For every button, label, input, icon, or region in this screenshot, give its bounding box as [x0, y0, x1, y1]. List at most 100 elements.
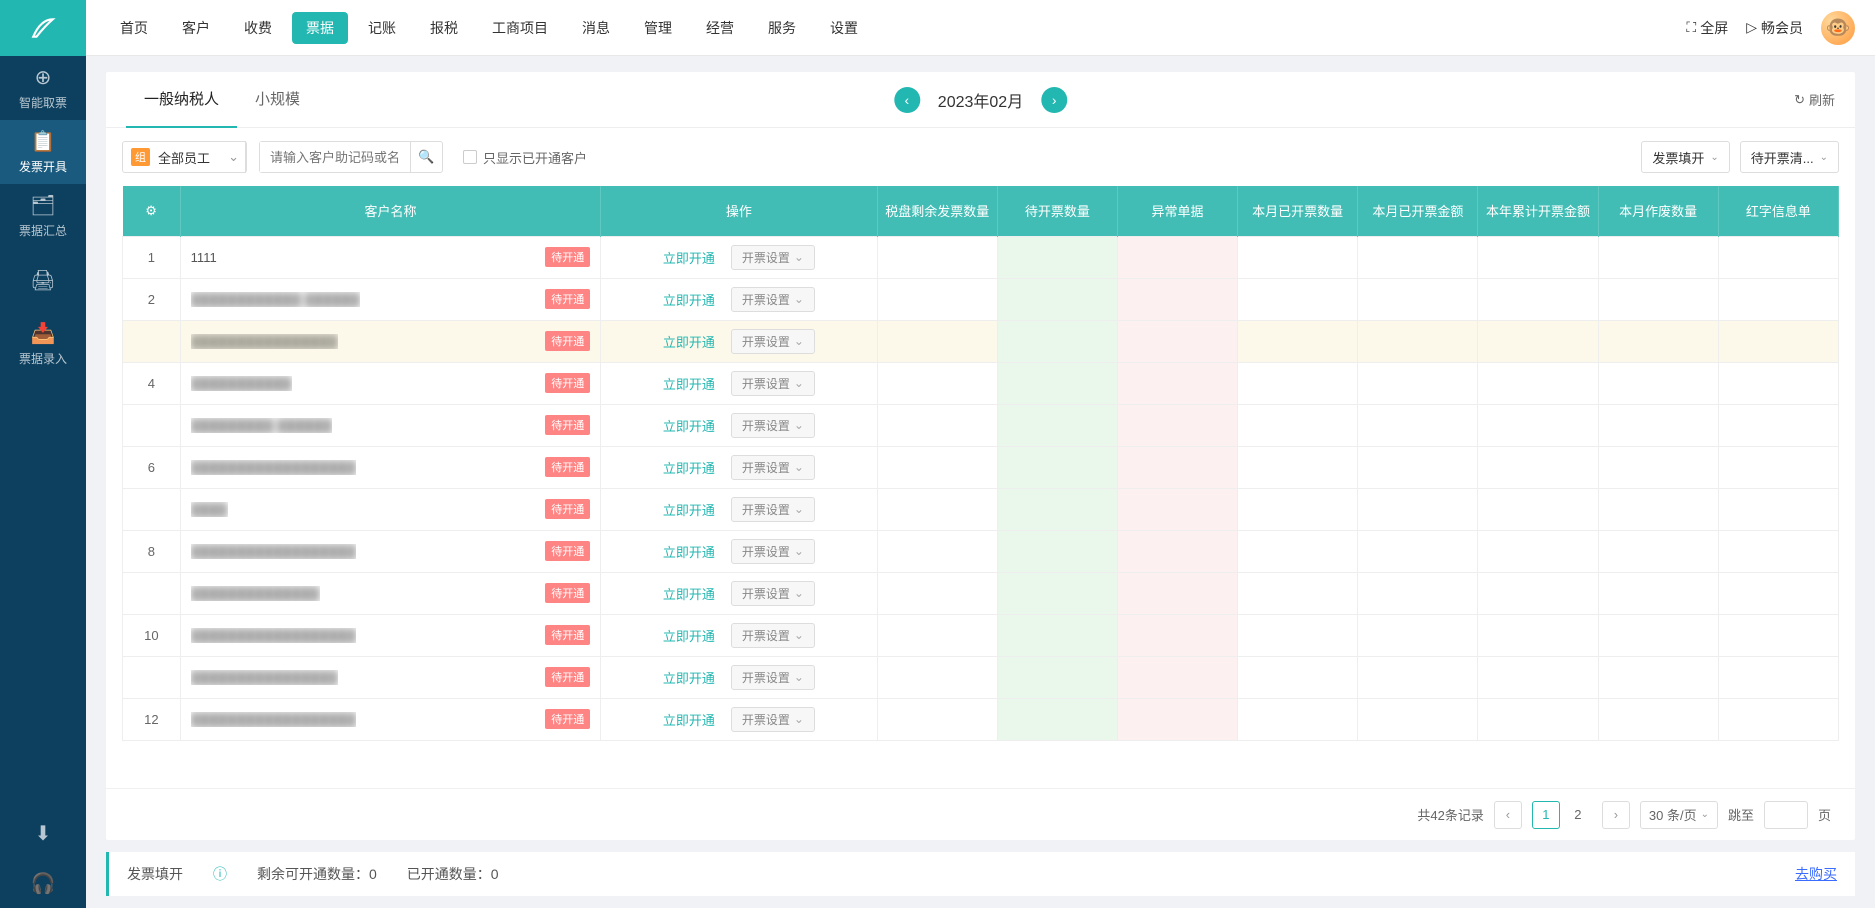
nav-item-5[interactable]: 报税	[416, 12, 472, 44]
data-cell	[1598, 656, 1718, 698]
data-cell	[1718, 614, 1838, 656]
page-jump-input[interactable]	[1764, 801, 1808, 829]
nav-item-9[interactable]: 经营	[692, 12, 748, 44]
nav-item-8[interactable]: 管理	[630, 12, 686, 44]
open-now-link[interactable]: 立即开通	[663, 584, 715, 603]
tab-0[interactable]: 一般纳税人	[126, 72, 237, 128]
cell-customer-name: ██████████████████待开通	[180, 614, 601, 656]
status-badge: 待开通	[545, 583, 590, 603]
data-cell	[997, 572, 1117, 614]
sidebar-item-2[interactable]: 🗂票据汇总	[0, 184, 86, 248]
invoice-settings-button[interactable]: 开票设置⌄	[731, 707, 815, 732]
fullscreen-button[interactable]: ⛶ 全屏	[1686, 18, 1728, 38]
employee-select[interactable]: 组 全部员工 ⌄	[122, 141, 247, 173]
page-size-label: 30 条/页	[1649, 805, 1697, 824]
pending-list-dropdown[interactable]: 待开票清... ⌄	[1740, 141, 1839, 173]
table-row[interactable]: ████████████████待开通立即开通开票设置⌄	[123, 656, 1839, 698]
data-cell	[1358, 488, 1478, 530]
table-row[interactable]: ████████████████待开通立即开通开票设置⌄	[123, 320, 1839, 362]
invoice-settings-label: 开票设置	[742, 669, 790, 686]
data-cell	[997, 488, 1117, 530]
open-now-link[interactable]: 立即开通	[663, 710, 715, 729]
sidebar-item-4[interactable]: 📥票据录入	[0, 312, 86, 376]
sidebar-item-0[interactable]: ⊕智能取票	[0, 56, 86, 120]
table-row[interactable]: █████████ ██████待开通立即开通开票设置⌄	[123, 404, 1839, 446]
open-now-link[interactable]: 立即开通	[663, 290, 715, 309]
table-row[interactable]: 2████████████ ██████待开通立即开通开票设置⌄	[123, 278, 1839, 320]
table-row[interactable]: 10██████████████████待开通立即开通开票设置⌄	[123, 614, 1839, 656]
nav-item-7[interactable]: 消息	[568, 12, 624, 44]
invoice-settings-button[interactable]: 开票设置⌄	[731, 539, 815, 564]
nav-item-11[interactable]: 设置	[816, 12, 872, 44]
open-now-link[interactable]: 立即开通	[663, 668, 715, 687]
table-row[interactable]: 8██████████████████待开通立即开通开票设置⌄	[123, 530, 1839, 572]
member-button[interactable]: ▷ 畅会员	[1746, 18, 1803, 38]
data-cell	[1358, 656, 1478, 698]
page-size-select[interactable]: 30 条/页 ⌄	[1640, 801, 1718, 829]
customer-table: ⚙ 客户名称 操作 税盘剩余发票数量 待开票数量 异常单据 本月已开票数量 本月…	[122, 186, 1839, 741]
open-now-link[interactable]: 立即开通	[663, 458, 715, 477]
member-label: 畅会员	[1761, 18, 1803, 38]
cell-operations: 立即开通开票设置⌄	[601, 446, 877, 488]
column-settings-button[interactable]: ⚙	[123, 186, 181, 236]
nav-item-2[interactable]: 收费	[230, 12, 286, 44]
nav-item-3[interactable]: 票据	[292, 12, 348, 44]
invoice-settings-button[interactable]: 开票设置⌄	[731, 413, 815, 438]
invoice-fill-dropdown[interactable]: 发票填开 ⌄	[1641, 141, 1729, 173]
sidebar-download-button[interactable]: ⬇	[0, 808, 86, 858]
invoice-settings-button[interactable]: 开票设置⌄	[731, 329, 815, 354]
show-enabled-checkbox[interactable]: 只显示已开通客户	[463, 148, 587, 167]
nav-item-10[interactable]: 服务	[754, 12, 810, 44]
nav-item-0[interactable]: 首页	[106, 12, 162, 44]
nav-item-4[interactable]: 记账	[354, 12, 410, 44]
avatar[interactable]: 🐵	[1821, 11, 1855, 45]
table-row[interactable]: 6██████████████████待开通立即开通开票设置⌄	[123, 446, 1839, 488]
open-now-link[interactable]: 立即开通	[663, 416, 715, 435]
date-prev-button[interactable]: ‹	[894, 87, 920, 113]
page-prev-button[interactable]: ‹	[1494, 801, 1522, 829]
open-now-link[interactable]: 立即开通	[663, 542, 715, 561]
invoice-settings-button[interactable]: 开票设置⌄	[731, 623, 815, 648]
invoice-settings-button[interactable]: 开票设置⌄	[731, 497, 815, 522]
invoice-settings-button[interactable]: 开票设置⌄	[731, 581, 815, 606]
sidebar-item-3[interactable]: 🖨	[0, 248, 86, 312]
table-row[interactable]: ██████████████待开通立即开通开票设置⌄	[123, 572, 1839, 614]
invoice-settings-button[interactable]: 开票设置⌄	[731, 245, 815, 270]
data-cell	[1598, 320, 1718, 362]
nav-item-6[interactable]: 工商项目	[478, 12, 562, 44]
customer-name-text: ██████████████████	[191, 544, 357, 559]
sidebar-item-1[interactable]: 📋发票开具	[0, 120, 86, 184]
invoice-settings-button[interactable]: 开票设置⌄	[731, 665, 815, 690]
sidebar-support-button[interactable]: 🎧	[0, 858, 86, 908]
open-now-link[interactable]: 立即开通	[663, 500, 715, 519]
table-body: 11111待开通立即开通开票设置⌄2████████████ ██████待开通…	[123, 236, 1839, 740]
table-container[interactable]: ⚙ 客户名称 操作 税盘剩余发票数量 待开票数量 异常单据 本月已开票数量 本月…	[106, 186, 1855, 788]
date-next-button[interactable]: ›	[1041, 87, 1067, 113]
buy-link[interactable]: 去购买	[1795, 864, 1837, 884]
page-next-button[interactable]: ›	[1602, 801, 1630, 829]
table-row[interactable]: 11111待开通立即开通开票设置⌄	[123, 236, 1839, 278]
refresh-button[interactable]: ↻ 刷新	[1794, 90, 1835, 109]
invoice-settings-button[interactable]: 开票设置⌄	[731, 455, 815, 480]
info-icon[interactable]: ⓘ	[213, 864, 227, 884]
data-cell	[997, 362, 1117, 404]
open-now-link[interactable]: 立即开通	[663, 626, 715, 645]
page-number-2[interactable]: 2	[1564, 801, 1592, 829]
nav-item-1[interactable]: 客户	[168, 12, 224, 44]
data-cell	[1358, 362, 1478, 404]
invoice-settings-button[interactable]: 开票设置⌄	[731, 371, 815, 396]
invoice-settings-label: 开票设置	[742, 417, 790, 434]
table-row[interactable]: ████待开通立即开通开票设置⌄	[123, 488, 1839, 530]
open-now-link[interactable]: 立即开通	[663, 374, 715, 393]
cell-operations: 立即开通开票设置⌄	[601, 404, 877, 446]
page-number-1[interactable]: 1	[1532, 801, 1560, 829]
tab-1[interactable]: 小规模	[237, 72, 318, 128]
invoice-settings-button[interactable]: 开票设置⌄	[731, 287, 815, 312]
table-row[interactable]: 4███████████待开通立即开通开票设置⌄	[123, 362, 1839, 404]
table-row[interactable]: 12██████████████████待开通立即开通开票设置⌄	[123, 698, 1839, 740]
open-now-link[interactable]: 立即开通	[663, 332, 715, 351]
search-input[interactable]	[260, 142, 410, 172]
open-now-link[interactable]: 立即开通	[663, 248, 715, 267]
search-button[interactable]: 🔍	[410, 142, 442, 172]
chevron-down-icon: ⌄	[794, 292, 804, 306]
